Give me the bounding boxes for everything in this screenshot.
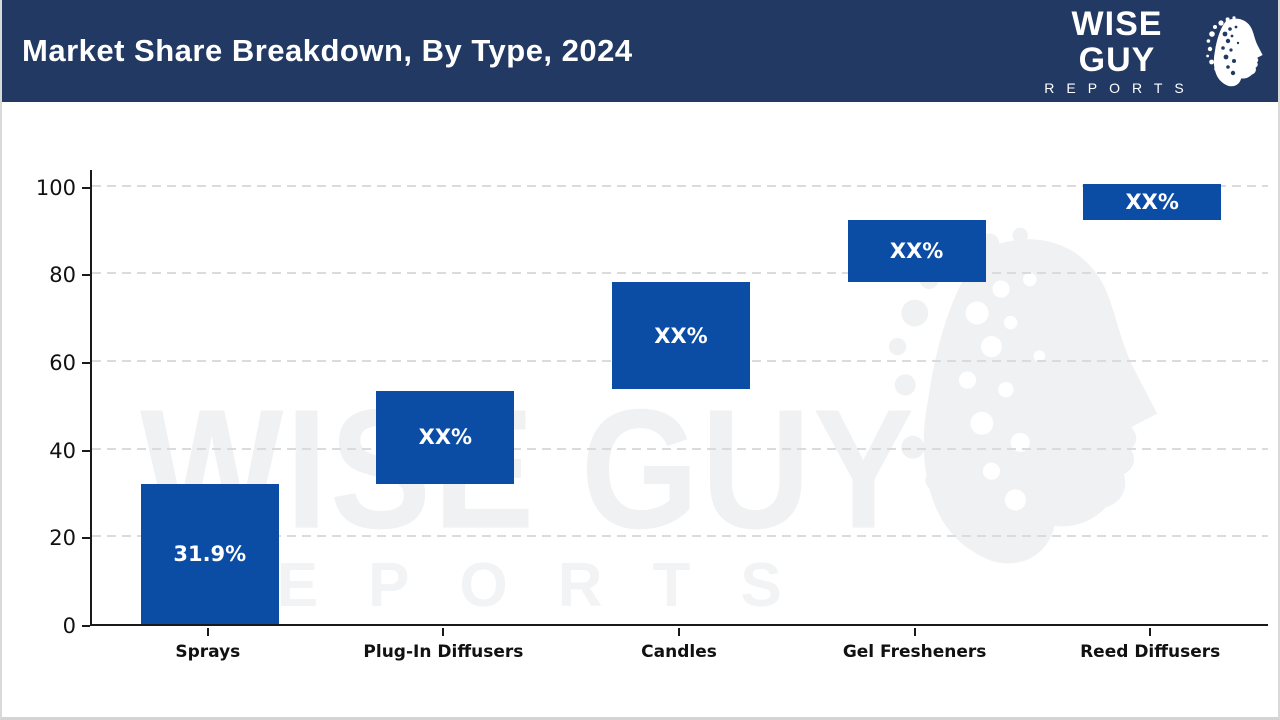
bar-sprays: 31.9% [140,484,279,624]
y-tick [82,186,90,189]
page-title: Market Share Breakdown, By Type, 2024 [22,33,633,68]
logo-subtext: REPORTS [1044,80,1196,96]
brand-logo-text: WISE GUY REPORTS [1032,6,1202,96]
bar-value-label: XX% [1125,190,1179,215]
plot-area: 31.9% XX% XX% XX% XX% [90,170,1268,626]
bar-reed-diffusers: XX% [1083,184,1222,221]
bar-gel-fresheners: XX% [847,220,986,282]
brand-logo: WISE GUY REPORTS [1032,6,1264,96]
x-axis: Sprays Plug-In Diffusers Candles Gel Freshe… [90,626,1268,686]
bar-value-label: XX% [889,239,944,264]
watermark-subtext: REPORTS [182,551,832,620]
x-category-label: Candles [641,642,717,662]
header-bar: Market Share Breakdown, By Type, 2024 WI… [2,0,1278,102]
y-tick-label: 20 [49,526,76,551]
x-category-label: Sprays [175,642,241,662]
gridline [92,272,1268,275]
y-tick-label: 60 [49,350,76,375]
bar-value-label: 31.9% [173,542,247,567]
y-tick [82,274,90,277]
x-tick [1149,628,1152,636]
bar-value-label: XX% [418,425,473,450]
x-tick [913,628,916,636]
x-category-label: Plug-In Diffusers [363,642,524,662]
y-tick-label: 100 [35,175,76,200]
x-tick [442,628,445,636]
y-tick [82,361,90,364]
y-tick [82,537,90,540]
gridline [92,184,1268,187]
bar-candles: XX% [612,282,750,390]
gridline [92,447,1268,450]
x-category-label: Reed Diffusers [1080,642,1221,662]
y-tick [82,625,90,627]
bar-plug-in-diffusers: XX% [376,390,515,485]
gridline [92,535,1268,538]
bar-value-label: XX% [654,323,708,348]
y-tick [82,449,90,452]
y-tick-label: 0 [62,614,76,638]
y-axis: 0 20 40 60 80 100 [2,170,90,638]
y-tick-label: 80 [49,263,76,288]
y-tick-label: 40 [49,438,76,463]
x-category-label: Gel Fresheners [842,642,987,662]
x-tick [678,628,680,636]
logo-face-icon [1206,12,1264,90]
chart-area: WISE GUY REPORTS 0 20 40 60 80 100 31.9% XX% XX… [2,102,1278,717]
x-tick [206,628,209,636]
logo-wordmark: WISE GUY [1071,5,1163,79]
